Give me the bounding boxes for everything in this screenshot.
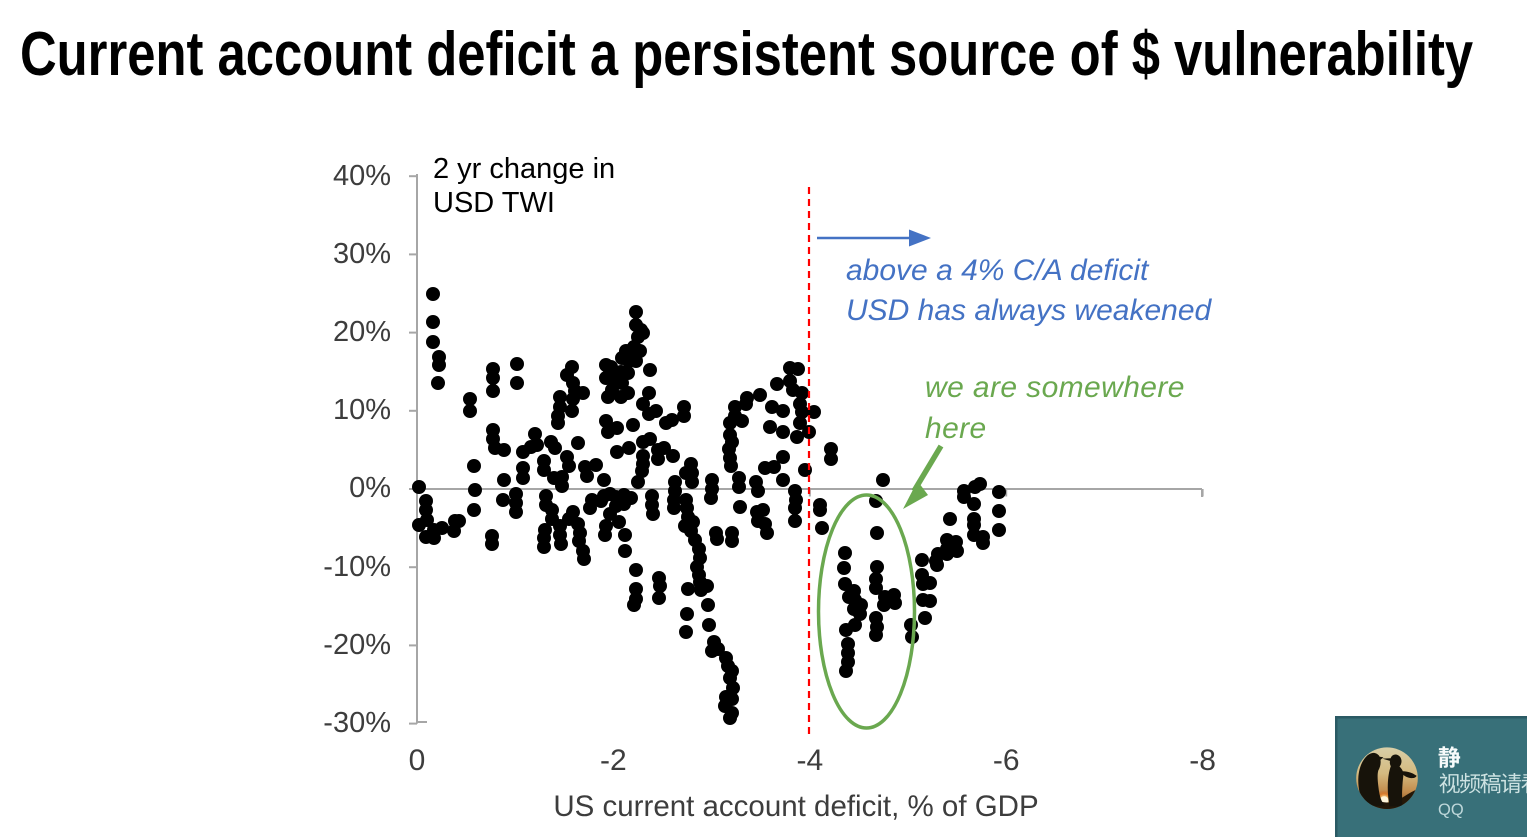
svg-text:QQ: QQ (1438, 801, 1464, 819)
